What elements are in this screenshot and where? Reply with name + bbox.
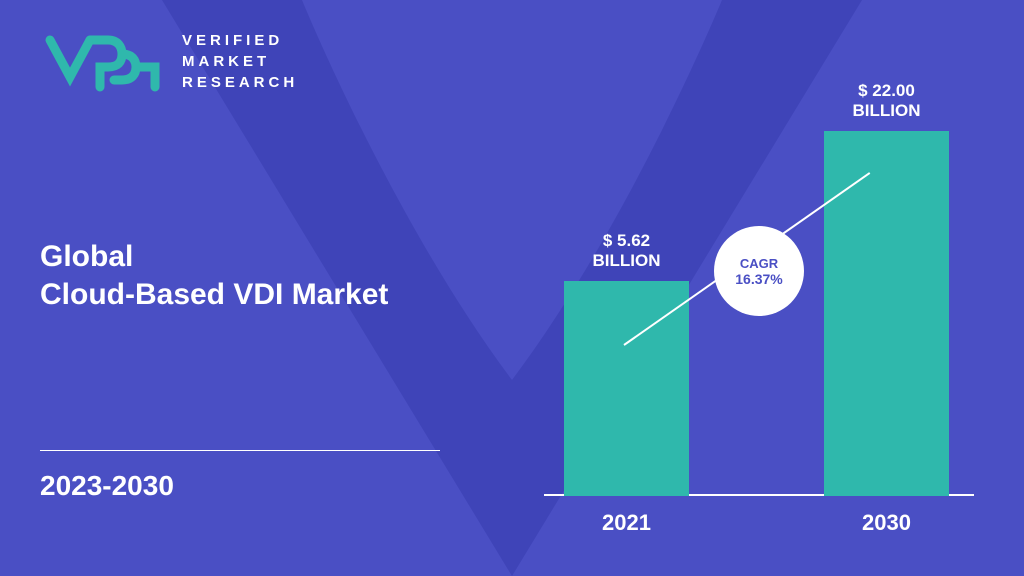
logo-text-line3: RESEARCH <box>182 72 298 93</box>
logo-text-line2: MARKET <box>182 51 298 72</box>
title-line2: Cloud-Based VDI Market <box>40 278 388 312</box>
logo-icon <box>40 32 170 92</box>
cagr-badge: CAGR 16.37% <box>714 226 804 316</box>
title-line1: Global <box>40 240 388 274</box>
period-text: 2023-2030 <box>40 470 174 502</box>
title-block: Global Cloud-Based VDI Market <box>40 240 388 312</box>
bar-2030-label: $ 22.00 BILLION <box>824 81 949 121</box>
cagr-label: CAGR <box>740 256 778 271</box>
bar-2030-value: $ 22.00 <box>824 81 949 101</box>
logo-text: VERIFIED MARKET RESEARCH <box>182 30 298 93</box>
year-2030: 2030 <box>824 510 949 536</box>
bar-2021-unit: BILLION <box>564 251 689 271</box>
bar-2030 <box>824 131 949 496</box>
logo: VERIFIED MARKET RESEARCH <box>40 30 298 93</box>
divider <box>40 450 440 451</box>
bar-2021-value: $ 5.62 <box>564 231 689 251</box>
cagr-value: 16.37% <box>735 271 782 287</box>
bar-2030-unit: BILLION <box>824 101 949 121</box>
year-2021: 2021 <box>564 510 689 536</box>
bar-2021-label: $ 5.62 BILLION <box>564 231 689 271</box>
logo-text-line1: VERIFIED <box>182 30 298 51</box>
bar-chart: $ 5.62 BILLION 2021 $ 22.00 BILLION 2030… <box>544 76 974 496</box>
